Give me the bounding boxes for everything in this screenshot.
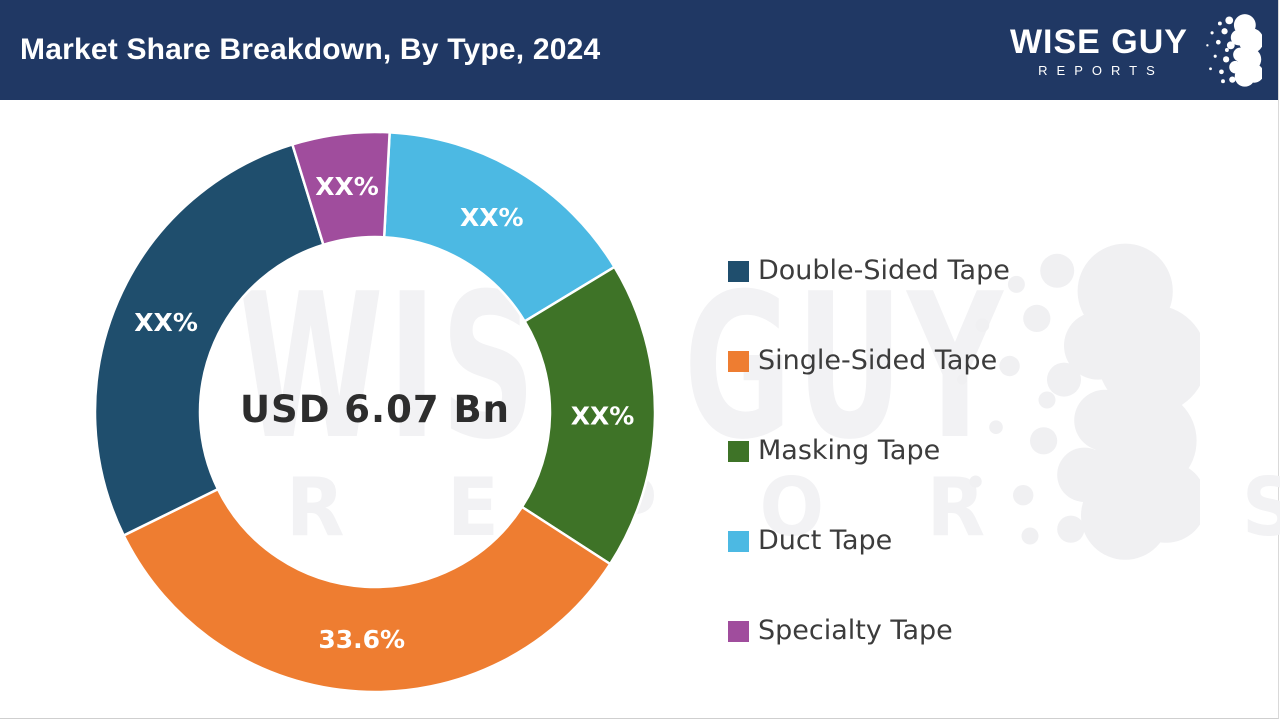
slice-label-double-sided-tape: XX% <box>134 308 198 337</box>
donut-slice-double-sided-tape <box>93 143 325 537</box>
legend-item-double-sided-tape: Double-Sided Tape <box>728 253 1010 289</box>
legend-item-single-sided-tape: Single-Sided Tape <box>728 343 1010 379</box>
header: Market Share Breakdown, By Type, 2024 WI… <box>0 0 1278 100</box>
legend-item-masking-tape: Masking Tape <box>728 433 1010 469</box>
logo-reports-text: REPORTS <box>1038 62 1164 78</box>
slice-label-single-sided-tape: 33.6% <box>318 625 405 654</box>
legend-swatch-single-sided-tape <box>728 350 749 372</box>
legend-swatch-masking-tape <box>728 440 749 462</box>
legend-swatch-double-sided-tape <box>728 260 749 282</box>
legend-label-duct-tape: Duct Tape <box>758 525 893 556</box>
wiseguy-face-icon <box>1206 14 1262 87</box>
donut-chart: XX% XX% 33.6% XX% XX% <box>90 127 660 697</box>
chart-center-value: USD 6.07 Bn <box>240 388 510 431</box>
chart-legend: Double-Sided Tape Single-Sided Tape Mask… <box>728 253 1010 703</box>
donut-slice-specialty-tape <box>291 130 391 247</box>
donut-svg: XX% XX% 33.6% XX% XX% <box>93 130 657 694</box>
legend-label-masking-tape: Masking Tape <box>758 435 941 466</box>
legend-label-single-sided-tape: Single-Sided Tape <box>758 345 998 376</box>
slice-label-masking-tape: XX% <box>571 401 635 430</box>
wiseguy-logo: WISE GUY REPORTS <box>1010 8 1262 92</box>
legend-swatch-specialty-tape <box>728 620 749 642</box>
legend-label-double-sided-tape: Double-Sided Tape <box>758 255 1010 286</box>
slice-label-specialty-tape: XX% <box>315 172 379 201</box>
logo-wordmark: WISE GUY REPORTS <box>1010 23 1188 78</box>
legend-item-specialty-tape: Specialty Tape <box>728 613 1010 649</box>
donut-slice-masking-tape <box>520 265 657 566</box>
slice-label-duct-tape: XX% <box>460 203 524 232</box>
legend-label-specialty-tape: Specialty Tape <box>758 615 953 646</box>
legend-swatch-duct-tape <box>728 530 749 552</box>
page-title: Market Share Breakdown, By Type, 2024 <box>20 33 601 66</box>
donut-slice-single-sided-tape <box>122 487 612 694</box>
legend-item-duct-tape: Duct Tape <box>728 523 1010 559</box>
logo-wiseguy-text: WISE GUY <box>1009 22 1188 61</box>
